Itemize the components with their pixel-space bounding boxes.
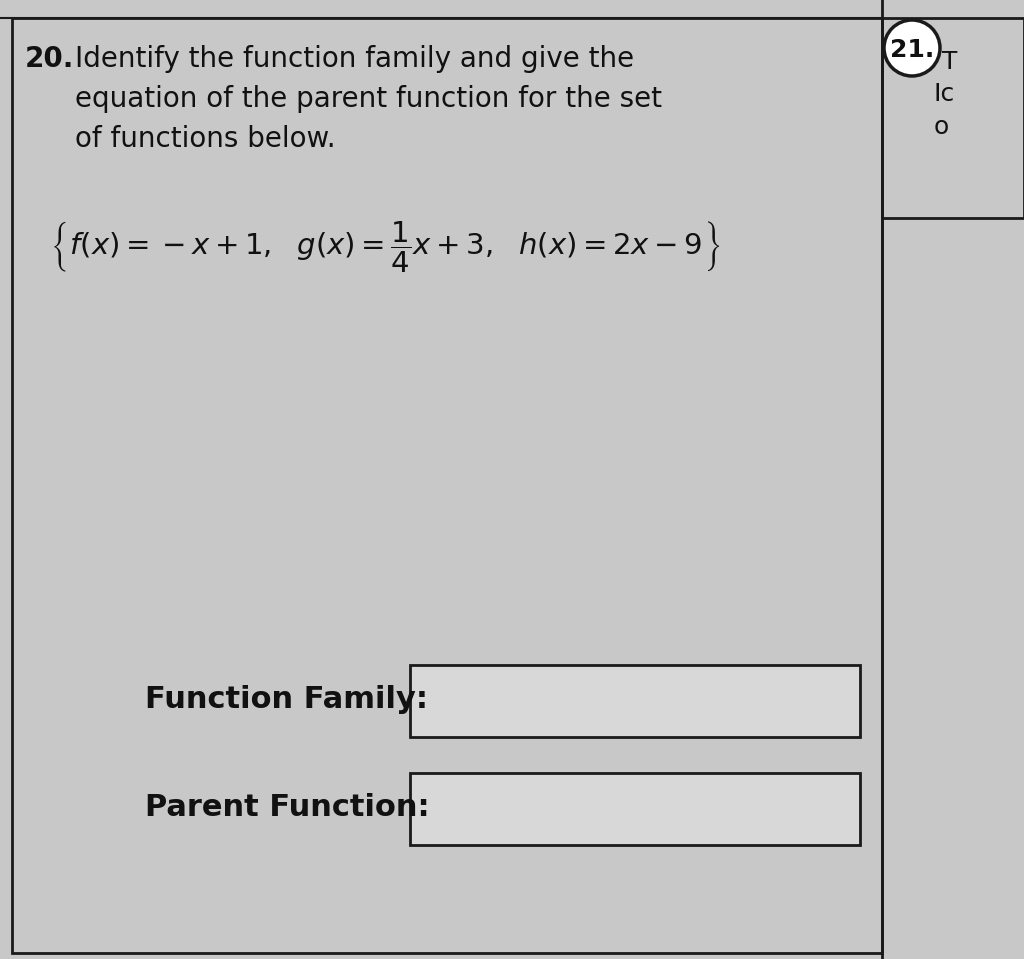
Circle shape bbox=[884, 20, 940, 76]
Bar bbox=[882, 18, 1024, 218]
Text: o: o bbox=[934, 115, 949, 139]
Bar bbox=[0, 0, 1024, 18]
Text: equation of the parent function for the set: equation of the parent function for the … bbox=[75, 85, 662, 113]
Text: 21.: 21. bbox=[890, 38, 934, 62]
Text: Parent Function:: Parent Function: bbox=[145, 793, 430, 823]
Bar bbox=[410, 773, 860, 845]
Text: Function Family:: Function Family: bbox=[145, 686, 428, 714]
Text: $\left\{f(x)=-x+1,\ \ g(x)=\dfrac{1}{4}x+3,\ \ h(x)=2x-9\right\}$: $\left\{f(x)=-x+1,\ \ g(x)=\dfrac{1}{4}x… bbox=[50, 220, 721, 275]
Text: T: T bbox=[942, 50, 957, 74]
Text: Identify the function family and give the: Identify the function family and give th… bbox=[75, 45, 634, 73]
Bar bbox=[12, 18, 882, 953]
Text: of functions below.: of functions below. bbox=[75, 125, 336, 153]
Text: Ic: Ic bbox=[934, 82, 955, 106]
Bar bbox=[410, 665, 860, 737]
Text: 20.: 20. bbox=[25, 45, 75, 73]
